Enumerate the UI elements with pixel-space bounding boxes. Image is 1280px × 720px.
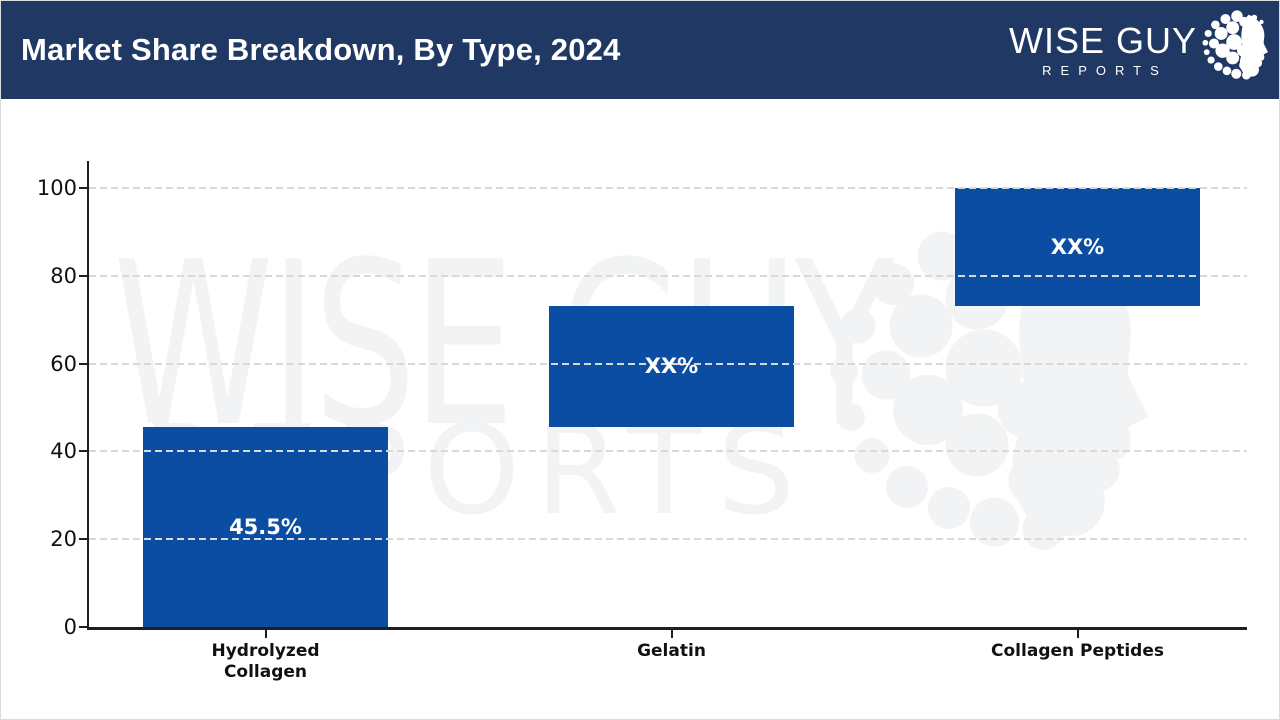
y-tick-80: [79, 274, 87, 277]
gridline-100: [89, 187, 1247, 189]
bar-value-label-collagen-peptides: XX%: [1050, 234, 1105, 259]
bar-chart: 45.5% XX% XX% 0 20 40 60 80 100 Hydrolyzed Colla…: [1, 99, 1279, 719]
gridline-20: [89, 538, 1247, 541]
logo-face-icon: [1202, 10, 1268, 80]
gridline-40: [89, 450, 1247, 453]
y-tick-0: [79, 626, 87, 628]
bar-value-label-hydrolyzed-collagen: 45.5%: [229, 515, 302, 540]
y-tick-40: [79, 450, 87, 453]
x-tick-label-collagen-peptides: Collagen Peptides: [991, 641, 1164, 661]
x-axis-line: [87, 627, 1247, 630]
header-bar: Market Share Breakdown, By Type, 2024 WI…: [1, 1, 1279, 99]
y-tick-label-0: 0: [63, 615, 77, 639]
y-tick-100: [79, 187, 87, 189]
y-tick-20: [79, 538, 87, 541]
bar-gelatin: [549, 305, 794, 428]
y-axis-line: [87, 161, 89, 629]
gridline-80: [89, 274, 1247, 277]
y-tick-label-60: 60: [50, 351, 77, 376]
y-tick-label-100: 100: [36, 176, 77, 200]
logo-wordmark: WISE GUY: [1008, 19, 1197, 61]
bar-hydrolyzed-collagen: [143, 427, 388, 627]
bar-value-label-gelatin: XX%: [644, 354, 699, 379]
y-tick-label-80: 80: [50, 263, 77, 288]
x-tick-label-gelatin: Gelatin: [637, 641, 706, 661]
y-tick-60: [79, 362, 87, 365]
y-tick-label-40: 40: [50, 439, 77, 464]
x-tick-label-hydrolyzed-collagen: Hydrolyzed Collagen: [211, 641, 320, 682]
x-tick-collagen-peptides: [1076, 630, 1079, 638]
logo-text: WISE GUY REPORTS: [1008, 19, 1197, 78]
logo-subtext: REPORTS: [1042, 62, 1168, 78]
y-tick-label-20: 20: [50, 527, 77, 552]
gridline-60: [89, 362, 1247, 365]
wise-guy-reports-logo: WISE GUY REPORTS: [1009, 1, 1273, 99]
x-tick-gelatin: [670, 630, 673, 638]
x-tick-hydrolyzed-collagen: [264, 630, 267, 638]
page-title: Market Share Breakdown, By Type, 2024: [21, 32, 621, 67]
